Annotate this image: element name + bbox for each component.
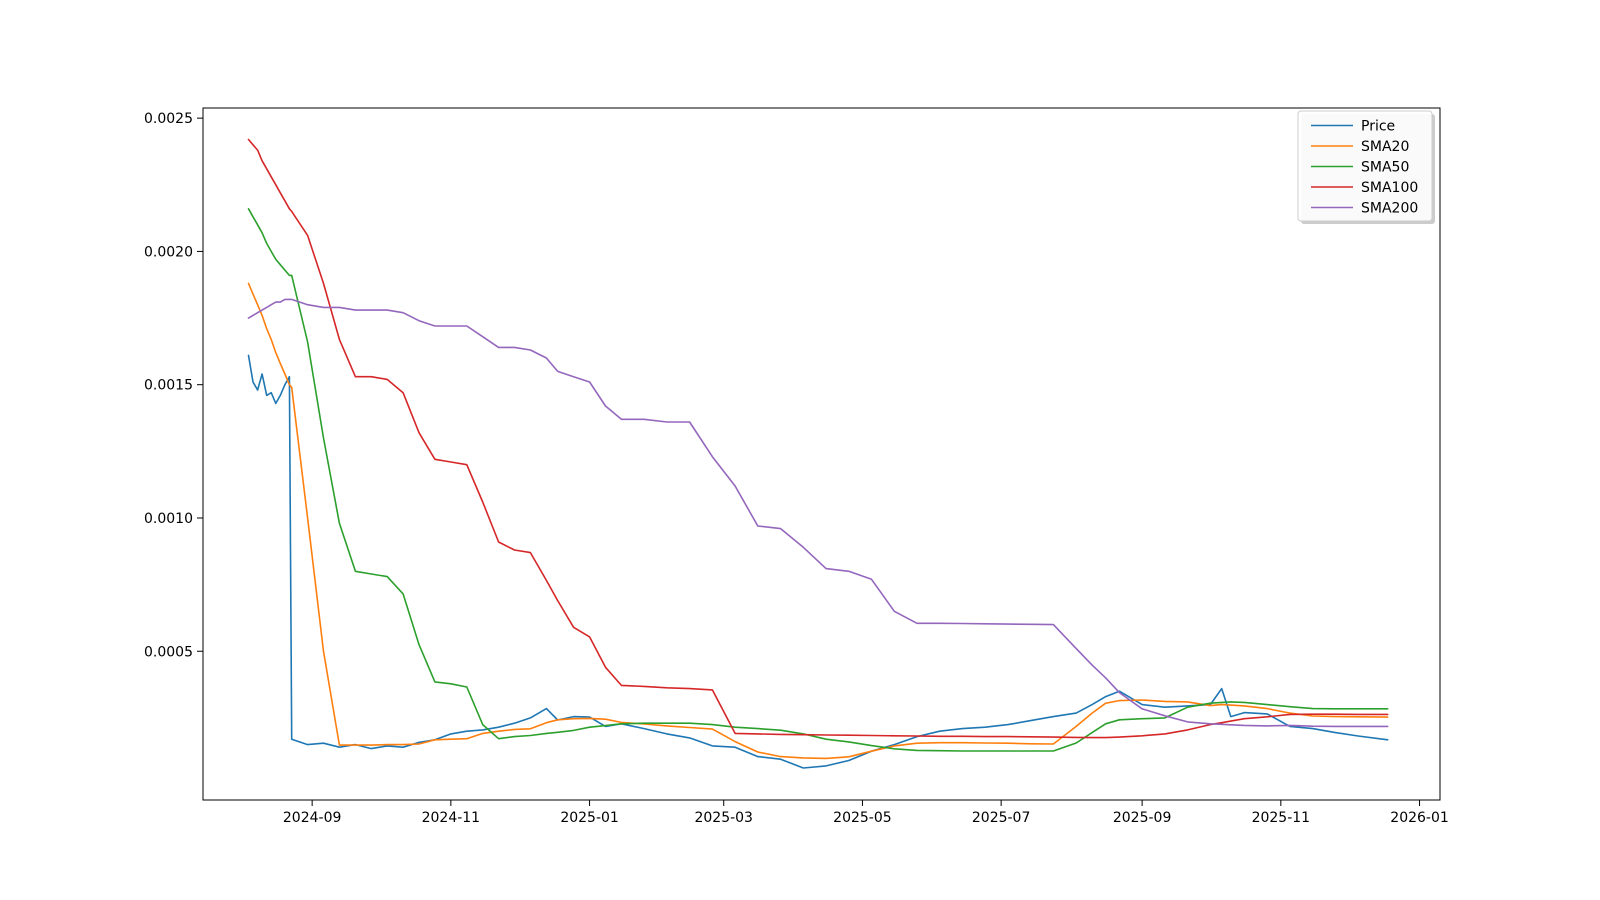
y-tick-label: 0.0025 [144,111,193,127]
x-tick-label: 2025-01 [560,810,619,826]
x-tick-label: 2025-05 [833,810,892,826]
x-tick-label: 2024-11 [422,810,481,826]
sma20-line [247,282,1389,760]
legend-price-label: Price [1361,119,1395,135]
legend-sma50-label: SMA50 [1361,160,1409,176]
x-tick-label: 2025-11 [1252,810,1311,826]
sma100-line [247,138,1389,739]
x-tick-label: 2024-09 [283,810,342,826]
legend-sma20-label: SMA20 [1361,139,1409,155]
legend-box [1297,110,1433,222]
y-tick-label: 0.0020 [144,244,193,260]
x-tick-label: 2025-07 [972,810,1031,826]
sma200-line [247,298,1389,728]
y-tick-label: 0.0010 [144,511,193,527]
plot-border [202,107,1441,801]
sma50-line [247,208,1389,752]
price-line [247,354,1389,769]
legend-sma200-label: SMA200 [1361,201,1418,217]
y-tick-label: 0.0005 [144,644,193,660]
y-tick-label: 0.0015 [144,378,193,394]
x-tick-label: 2025-03 [694,810,753,826]
legend-sma100-label: SMA100 [1361,180,1418,196]
x-tick-label: 2025-09 [1113,810,1172,826]
x-tick-label: 2026-01 [1390,810,1449,826]
